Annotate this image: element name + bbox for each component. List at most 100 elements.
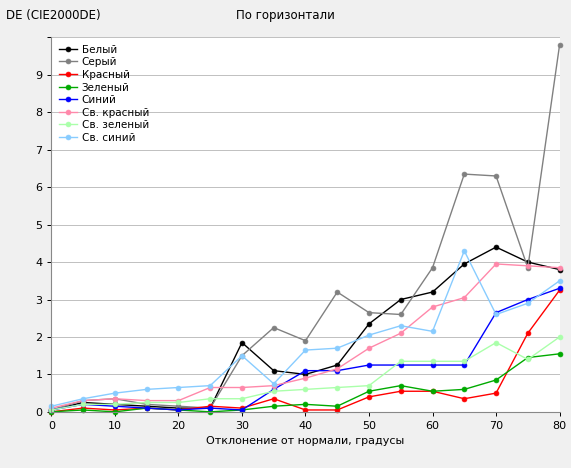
Красный	[143, 405, 150, 411]
Красный	[524, 330, 531, 336]
Св. синий	[111, 390, 118, 396]
Синий	[80, 402, 87, 407]
Синий	[48, 407, 55, 413]
Красный	[111, 407, 118, 413]
Красный	[48, 409, 55, 415]
Legend: Белый, Серый, Красный, Зеленый, Синий, Св. красный, Св. зеленый, Св. синий: Белый, Серый, Красный, Зеленый, Синий, С…	[54, 41, 153, 147]
Св. красный	[556, 265, 563, 271]
Св. зеленый	[493, 340, 500, 345]
Св. зеленый	[48, 407, 55, 413]
Line: Красный: Красный	[49, 288, 562, 414]
Св. синий	[302, 347, 309, 353]
Line: Зеленый: Зеленый	[49, 351, 562, 414]
Св. красный	[239, 385, 246, 390]
Св. красный	[334, 366, 341, 372]
Белый	[207, 405, 214, 411]
Красный	[429, 388, 436, 394]
Серый	[239, 353, 246, 358]
Св. зеленый	[143, 400, 150, 405]
Белый	[365, 321, 372, 327]
Белый	[239, 340, 246, 345]
Зеленый	[239, 407, 246, 413]
Красный	[493, 390, 500, 396]
Св. синий	[493, 312, 500, 317]
Зеленый	[48, 409, 55, 415]
Св. зеленый	[397, 358, 404, 364]
Св. красный	[270, 383, 277, 388]
Красный	[334, 407, 341, 413]
Белый	[111, 402, 118, 407]
Line: Св. зеленый: Св. зеленый	[49, 335, 562, 412]
Св. красный	[111, 396, 118, 402]
Св. зеленый	[556, 334, 563, 340]
Белый	[493, 244, 500, 250]
Св. зеленый	[111, 402, 118, 407]
Белый	[143, 403, 150, 409]
Синий	[493, 310, 500, 315]
Синий	[397, 362, 404, 368]
Серый	[334, 289, 341, 295]
Синий	[111, 403, 118, 409]
Красный	[302, 407, 309, 413]
Св. красный	[365, 345, 372, 351]
Синий	[270, 387, 277, 392]
Зеленый	[302, 402, 309, 407]
Св. красный	[48, 405, 55, 411]
Св. красный	[143, 398, 150, 403]
Text: По горизонтали: По горизонтали	[236, 9, 335, 22]
Серый	[270, 325, 277, 330]
Line: Белый: Белый	[49, 245, 562, 412]
Красный	[270, 396, 277, 402]
Красный	[175, 407, 182, 413]
Св. красный	[397, 330, 404, 336]
Line: Св. синий: Св. синий	[49, 249, 562, 409]
Белый	[397, 297, 404, 302]
Серый	[365, 310, 372, 315]
Св. зеленый	[365, 383, 372, 388]
Серый	[397, 312, 404, 317]
Св. синий	[461, 248, 468, 254]
Серый	[524, 265, 531, 271]
Зеленый	[143, 405, 150, 411]
Синий	[207, 405, 214, 411]
Синий	[334, 368, 341, 373]
Св. синий	[80, 396, 87, 402]
Св. синий	[175, 385, 182, 390]
Белый	[270, 368, 277, 373]
Серый	[461, 171, 468, 177]
Св. зеленый	[239, 396, 246, 402]
Серый	[111, 396, 118, 402]
Зеленый	[524, 355, 531, 360]
Св. синий	[207, 383, 214, 388]
Зеленый	[397, 383, 404, 388]
Серый	[493, 173, 500, 179]
Белый	[429, 289, 436, 295]
Св. красный	[524, 263, 531, 269]
Св. синий	[239, 353, 246, 358]
Св. синий	[397, 323, 404, 329]
Св. синий	[524, 300, 531, 306]
Line: Св. красный: Св. красный	[49, 262, 562, 410]
Св. красный	[429, 304, 436, 310]
Красный	[461, 396, 468, 402]
Св. зеленый	[334, 385, 341, 390]
Св. зеленый	[302, 387, 309, 392]
Св. синий	[270, 381, 277, 387]
Зеленый	[334, 403, 341, 409]
Синий	[365, 362, 372, 368]
Св. синий	[334, 345, 341, 351]
Синий	[461, 362, 468, 368]
Св. красный	[207, 385, 214, 390]
Св. зеленый	[207, 396, 214, 402]
Серый	[302, 338, 309, 344]
Св. зеленый	[270, 388, 277, 394]
Синий	[429, 362, 436, 368]
Зеленый	[556, 351, 563, 357]
Зеленый	[429, 388, 436, 394]
Св. зеленый	[461, 358, 468, 364]
Св. синий	[143, 387, 150, 392]
Синий	[556, 285, 563, 291]
Line: Синий: Синий	[49, 286, 562, 412]
Синий	[239, 407, 246, 413]
Серый	[175, 403, 182, 409]
